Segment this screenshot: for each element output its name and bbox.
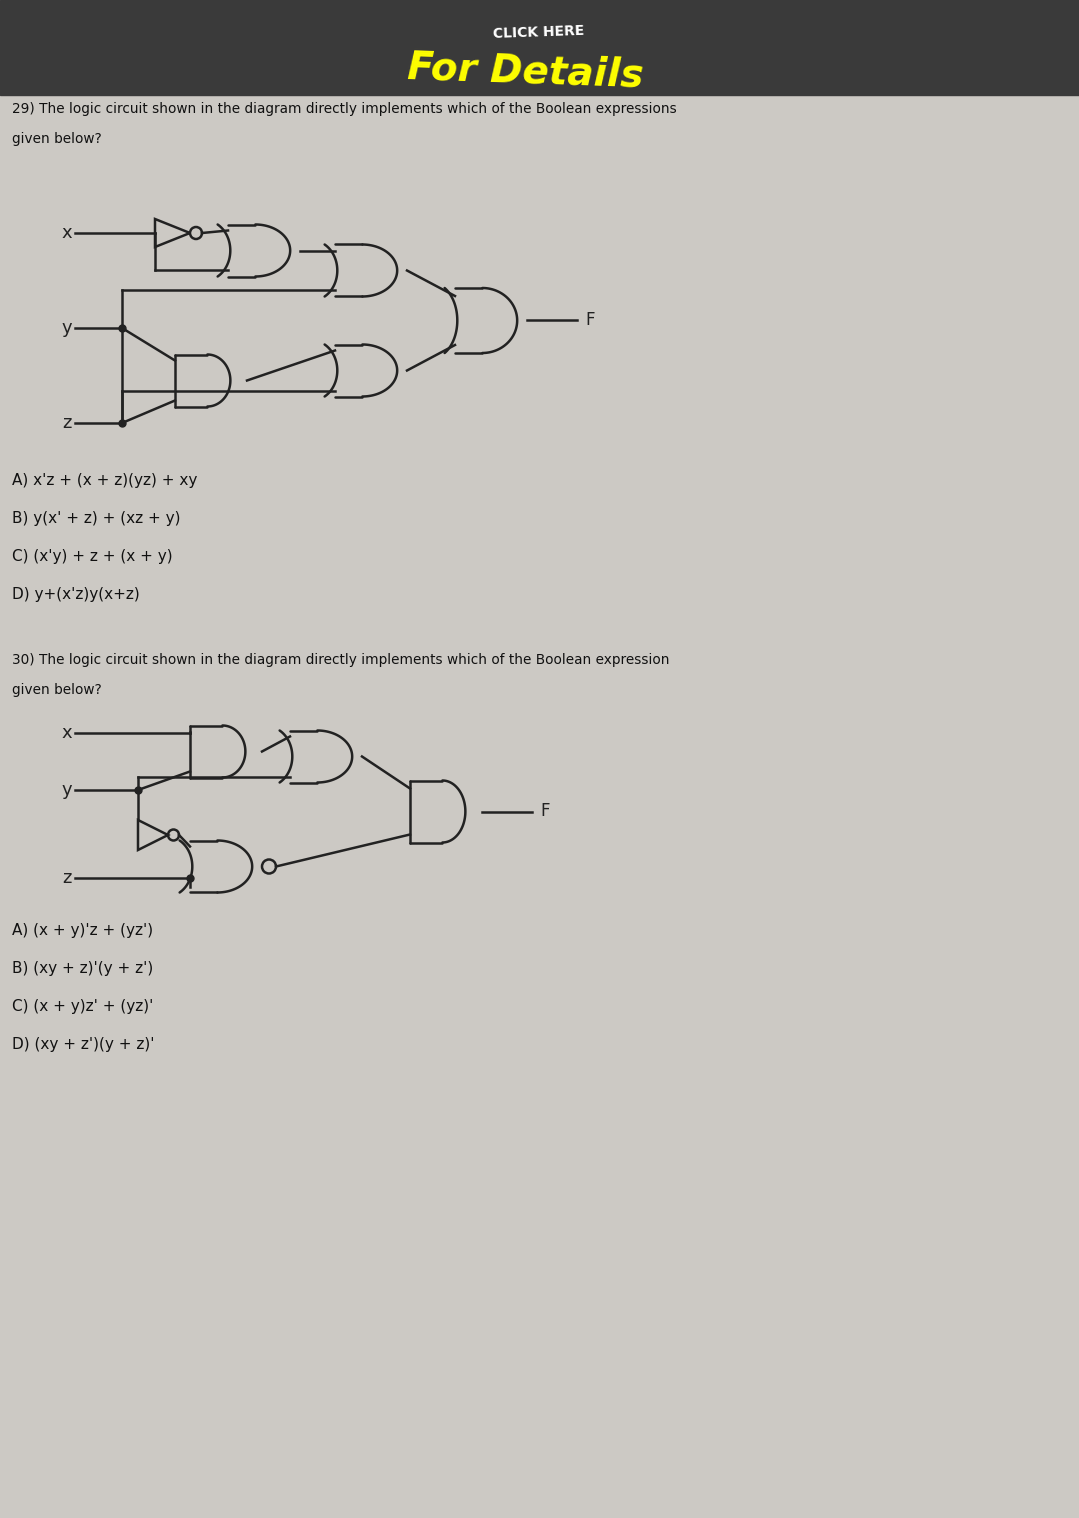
Text: given below?: given below? xyxy=(12,683,101,697)
Text: D) y+(x'z)y(x+z): D) y+(x'z)y(x+z) xyxy=(12,587,140,603)
Text: B) (xy + z)'(y + z'): B) (xy + z)'(y + z') xyxy=(12,961,153,976)
Text: y: y xyxy=(62,780,72,798)
Text: z: z xyxy=(63,868,72,887)
Text: z: z xyxy=(63,414,72,433)
Text: x: x xyxy=(62,724,72,742)
Text: For Details: For Details xyxy=(407,49,644,96)
Text: A) (x + y)'z + (yz'): A) (x + y)'z + (yz') xyxy=(12,923,153,938)
Text: A) x'z + (x + z)(yz) + xy: A) x'z + (x + z)(yz) + xy xyxy=(12,474,197,487)
Text: x: x xyxy=(62,225,72,241)
Text: given below?: given below? xyxy=(12,132,101,146)
Text: CLICK HERE: CLICK HERE xyxy=(493,23,585,41)
Text: D) (xy + z')(y + z)': D) (xy + z')(y + z)' xyxy=(12,1037,154,1052)
Text: 30) The logic circuit shown in the diagram directly implements which of the Bool: 30) The logic circuit shown in the diagr… xyxy=(12,653,669,666)
Text: C) (x'y) + z + (x + y): C) (x'y) + z + (x + y) xyxy=(12,550,173,565)
Text: C) (x + y)z' + (yz)': C) (x + y)z' + (yz)' xyxy=(12,999,153,1014)
Text: 29) The logic circuit shown in the diagram directly implements which of the Bool: 29) The logic circuit shown in the diagr… xyxy=(12,102,677,115)
Bar xyxy=(0,0,1079,96)
Text: y: y xyxy=(62,319,72,337)
Text: F: F xyxy=(585,311,595,329)
Text: F: F xyxy=(540,803,549,821)
Text: B) y(x' + z) + (xz + y): B) y(x' + z) + (xz + y) xyxy=(12,512,180,527)
